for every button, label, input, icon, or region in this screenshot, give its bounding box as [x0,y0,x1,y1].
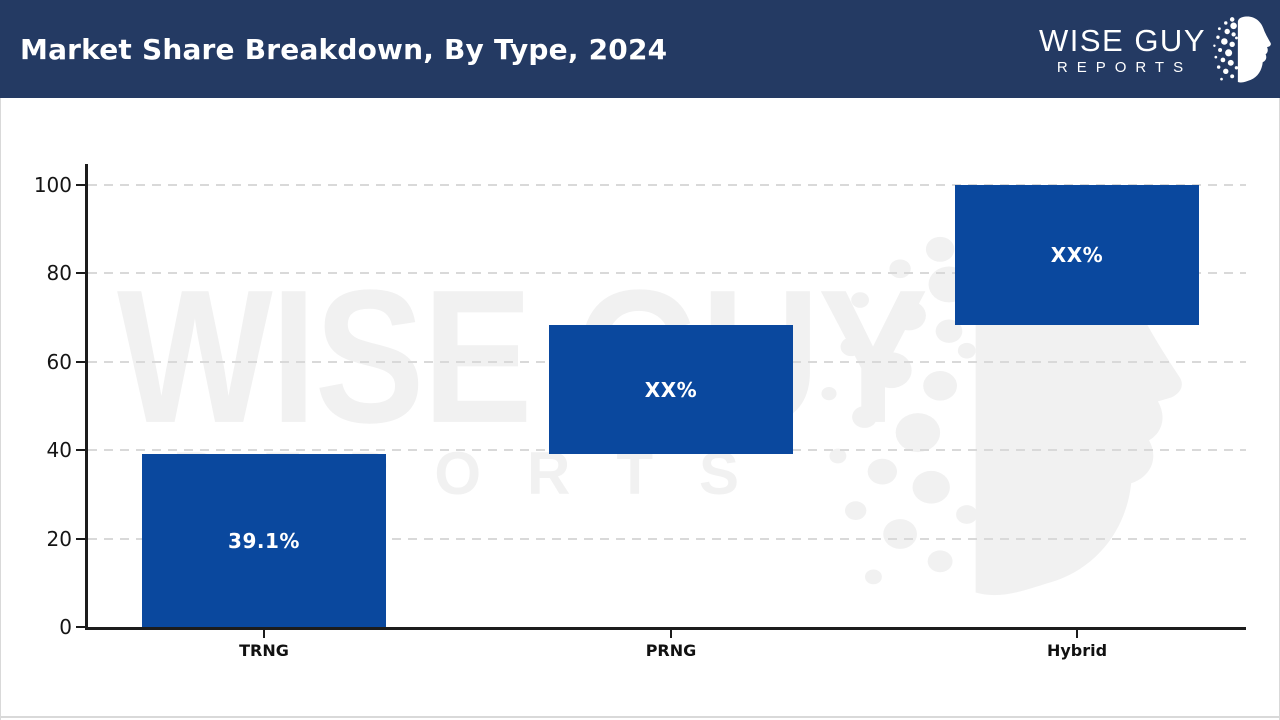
page-title: Market Share Breakdown, By Type, 2024 [20,32,668,66]
y-tick-label-20: 20 [46,526,72,551]
y-tick-label-0: 0 [59,615,72,639]
bottom-divider [0,716,1280,718]
bar-trng: 39.1% [142,454,386,627]
wise-guy-logo: WISE GUY REPORTS [1039,6,1272,94]
y-tick-label-40: 40 [46,438,72,463]
x-tick-trng [263,630,265,638]
gridline-80 [88,272,1246,275]
y-tick-label-100: 100 [33,173,72,197]
y-tick-100 [76,184,85,186]
bar-prng: XX% [549,325,793,455]
y-tick-0 [76,626,85,628]
logo-sub-text: REPORTS [1056,59,1193,76]
y-tick-label-80: 80 [46,261,72,286]
gridline-20 [88,537,1246,540]
y-tick-80 [76,272,85,275]
gridline-100 [88,184,1246,186]
y-tick-20 [76,537,85,540]
x-tick-prng [670,630,672,638]
y-tick-label-60: 60 [46,349,72,374]
logo-text: WISE GUY REPORTS [1039,25,1206,75]
bar-value-label-hybrid: XX% [1050,243,1104,268]
bar-hybrid: XX% [955,185,1199,326]
y-tick-40 [76,449,85,452]
y-tick-60 [76,360,85,363]
logo-name-text: WISE GUY [1038,23,1206,58]
x-tick-label-hybrid: Hybrid [1046,641,1108,660]
y-axis-spine [85,164,88,630]
bar-value-label-prng: XX% [644,377,698,402]
x-axis-spine [85,627,1246,630]
header-banner: Market Share Breakdown, By Type, 2024 WI… [0,0,1280,98]
bar-value-label-trng: 39.1% [228,528,300,553]
x-tick-label-trng: TRNG [239,641,289,660]
x-tick-label-prng: PRNG [645,641,697,660]
x-tick-hybrid [1076,630,1078,638]
